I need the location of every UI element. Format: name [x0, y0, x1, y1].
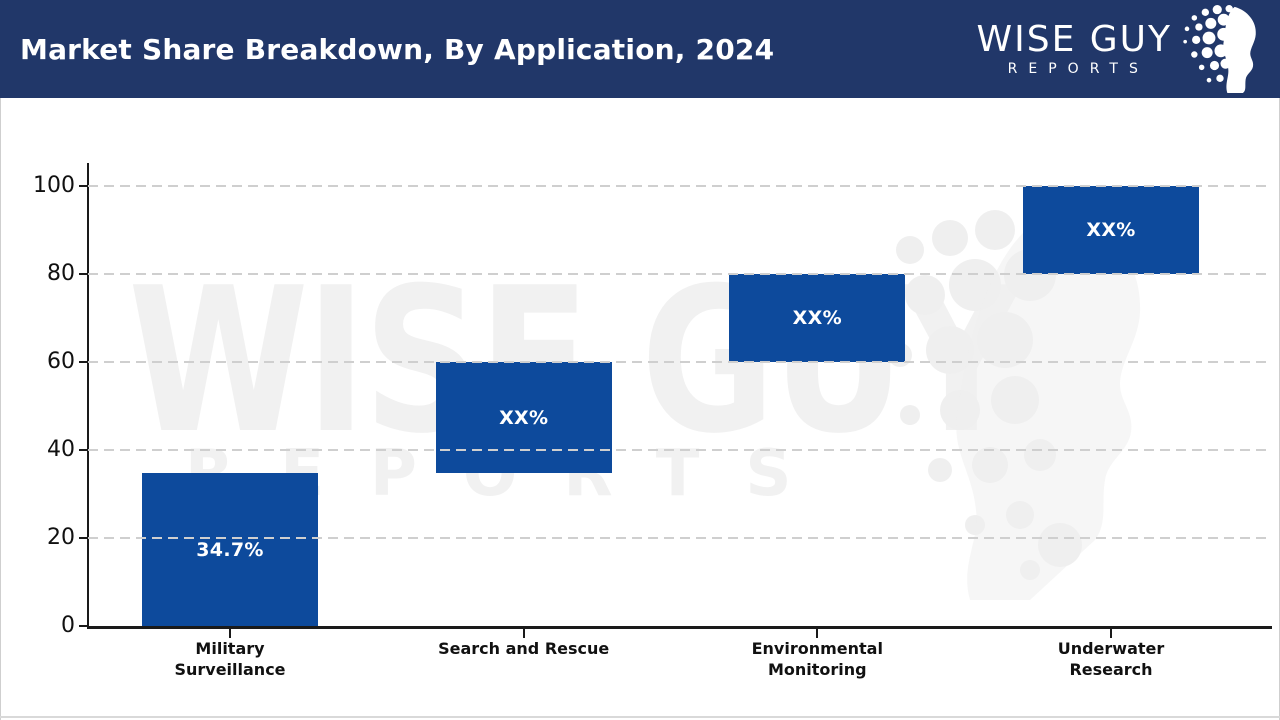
y-axis-tick — [79, 449, 88, 451]
y-axis-tick-label: 40 — [47, 437, 75, 462]
x-axis-category-label-line: Military — [195, 639, 265, 658]
x-axis-category-label-line: Underwater — [1057, 639, 1165, 658]
y-axis-line — [87, 163, 89, 629]
x-axis-line — [88, 626, 1272, 629]
gridline — [88, 185, 1272, 187]
bar-segment: 34.7% — [142, 473, 318, 626]
bar-segment: XX% — [1023, 186, 1199, 274]
x-axis-category-label-line: Search and Rescue — [438, 639, 610, 658]
y-axis-tick — [79, 625, 88, 627]
x-axis-tick — [816, 629, 819, 638]
y-axis-tick — [79, 273, 88, 275]
y-axis-tick-label: 80 — [47, 261, 75, 286]
logo-brand-name: WISE GUY — [976, 19, 1172, 60]
footer-rule — [0, 716, 1280, 718]
x-axis-category-label: Military Surveillance — [100, 638, 360, 680]
bar-value-label: XX% — [1086, 219, 1136, 241]
bar-value-label: XX% — [792, 307, 842, 329]
bar-value-label: XX% — [499, 406, 549, 429]
y-axis-tick — [79, 185, 88, 187]
y-axis-tick-label: 20 — [47, 525, 75, 550]
bar-segment: XX% — [729, 274, 906, 362]
y-axis-tick-label: 60 — [47, 349, 75, 374]
logo-brand-subtitle: REPORTS — [1007, 61, 1149, 77]
x-axis-category-label-line: Environmental — [751, 639, 883, 658]
x-axis-tick — [522, 629, 525, 638]
y-axis-tick-label: 0 — [61, 613, 75, 638]
x-axis-category-label-line: Research — [1069, 660, 1153, 679]
y-axis-tick-label: 100 — [33, 173, 75, 198]
y-axis-tick — [79, 361, 88, 363]
page-title: Market Share Breakdown, By Application, … — [20, 32, 775, 66]
logo-wordmark: WISE GUY REPORTS — [976, 19, 1173, 77]
x-axis-tick — [229, 629, 231, 638]
bar-value-label: 34.7% — [196, 538, 264, 561]
header-bar: Market Share Breakdown, By Application, … — [0, 0, 1280, 98]
y-axis-tick — [79, 537, 88, 539]
wiseguy-head-icon — [1183, 5, 1256, 93]
x-axis-category-label: Underwater Research — [981, 638, 1241, 680]
gridline — [88, 361, 1272, 363]
bar-segment: XX% — [435, 362, 612, 474]
x-axis-category-label: Environmental Monitoring — [687, 638, 947, 680]
gridline — [88, 537, 1272, 539]
gridline — [88, 273, 1272, 275]
wise-guy-reports-logo: WISE GUY REPORTS — [977, 5, 1280, 93]
x-axis-category-label-line: Monitoring — [767, 660, 867, 679]
x-axis-category-label-line: Surveillance — [174, 660, 286, 679]
x-axis-category-label: Search and Rescue — [394, 638, 654, 659]
x-axis-tick — [1110, 629, 1112, 638]
gridline — [88, 449, 1272, 451]
